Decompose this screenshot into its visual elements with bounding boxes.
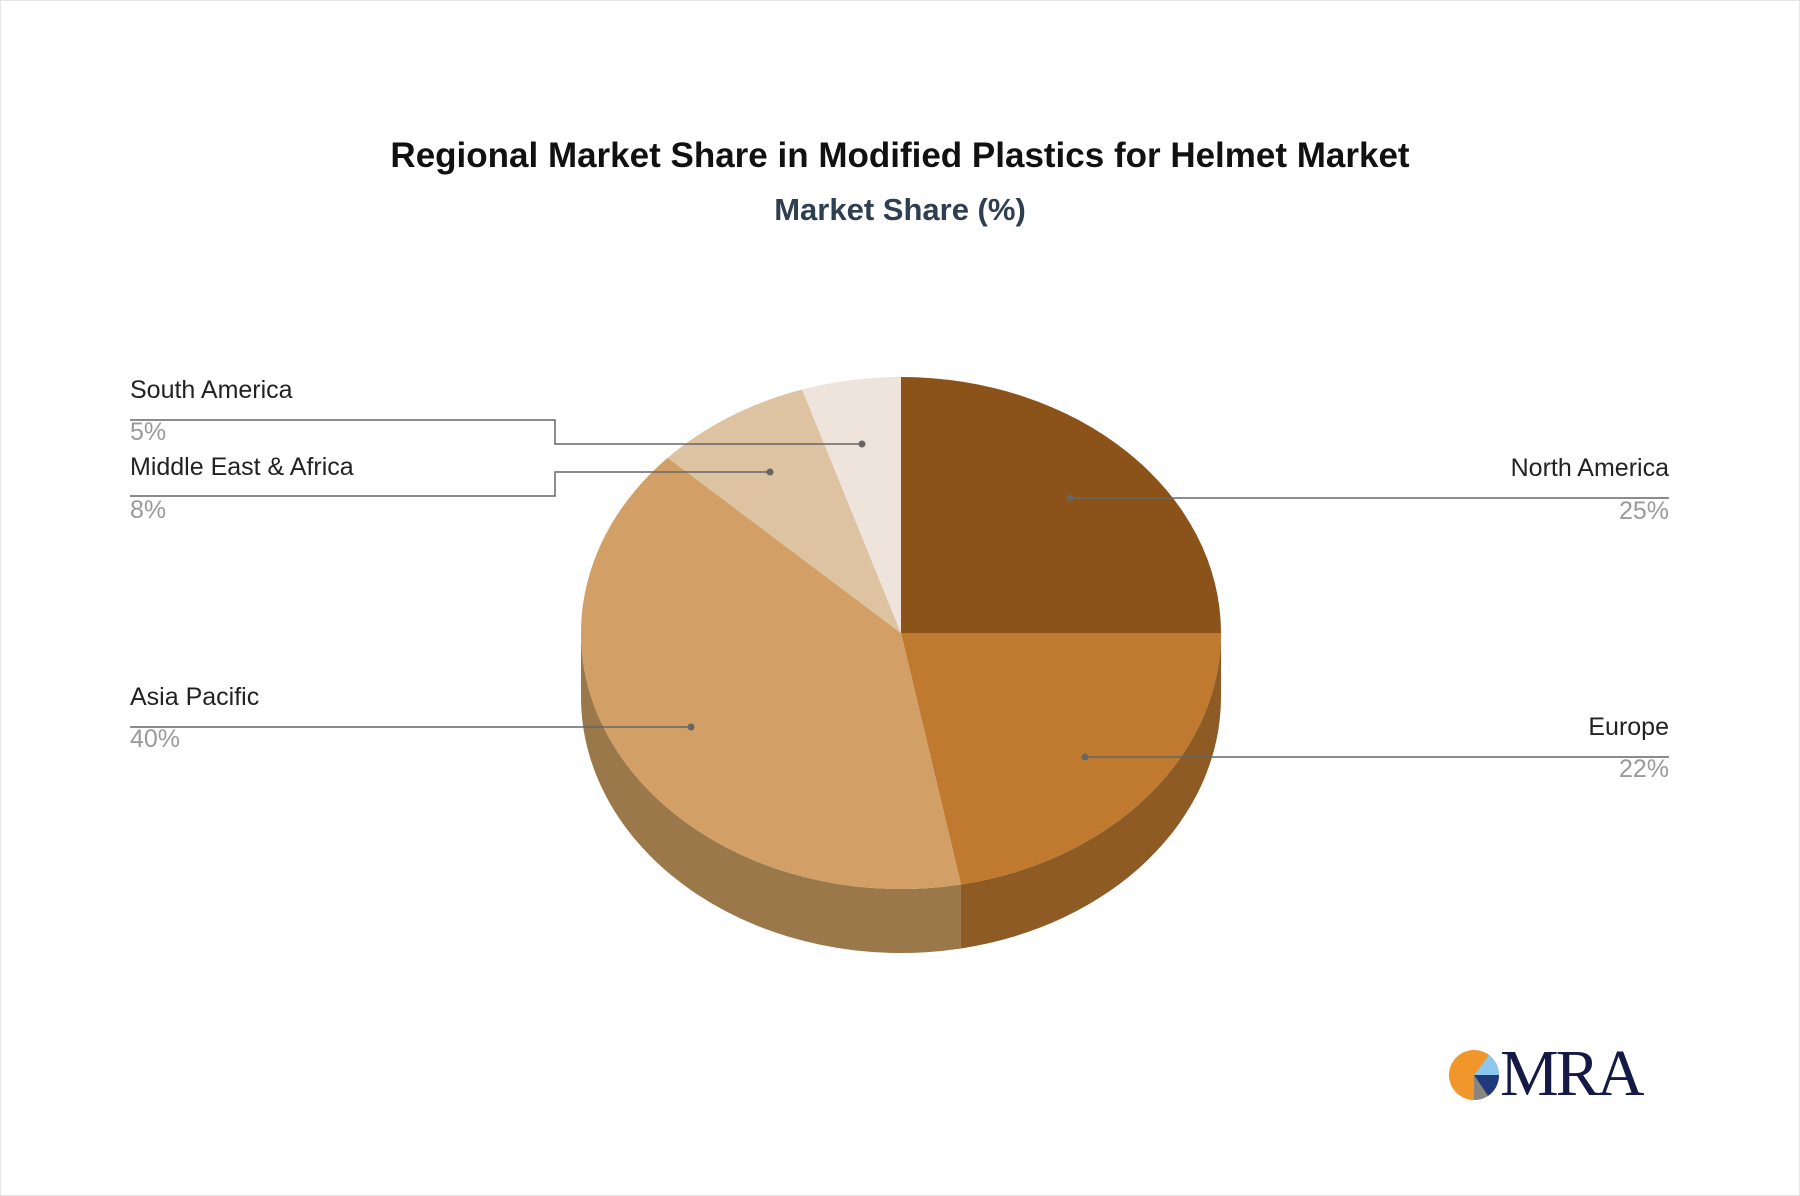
- slice-label-3: Middle East & Africa: [130, 453, 354, 481]
- slice-label-4: South America: [130, 376, 293, 404]
- pie-side-1: [960, 633, 1221, 949]
- slice-label-1: Europe: [1588, 713, 1669, 741]
- slice-value-0: 25%: [1619, 497, 1669, 525]
- leader-dot-4: [858, 440, 866, 448]
- slice-label-2: Asia Pacific: [130, 683, 259, 711]
- slice-label-0: North America: [1511, 454, 1669, 482]
- pie-slice-north-america[interactable]: [901, 377, 1221, 633]
- pie-slice-middle-east-africa[interactable]: [667, 389, 901, 633]
- slice-value-2: 40%: [130, 725, 180, 753]
- leader-dot-3: [766, 468, 774, 476]
- leader-line-3: [130, 471, 770, 497]
- pie-slice-south-america[interactable]: [802, 377, 901, 633]
- leader-dot-2: [687, 723, 695, 731]
- chart-title: Regional Market Share in Modified Plasti…: [390, 136, 1410, 175]
- pie-slice-europe[interactable]: [901, 633, 1221, 885]
- logo-pie-icon: [1449, 1050, 1500, 1101]
- slice-value-3: 8%: [130, 496, 166, 524]
- logo-text: MRA: [1500, 1037, 1644, 1110]
- mra-logo: MRA: [1448, 1037, 1648, 1110]
- leader-dot-0: [1066, 494, 1074, 502]
- leader-line-4: [130, 419, 862, 445]
- pie-slice-asia-pacific[interactable]: [581, 457, 961, 889]
- slice-value-4: 5%: [130, 418, 166, 446]
- slice-value-1: 22%: [1619, 755, 1669, 783]
- chart-subtitle: Market Share (%): [774, 192, 1026, 227]
- pie-side-2: [581, 633, 961, 954]
- leader-dot-1: [1081, 753, 1089, 761]
